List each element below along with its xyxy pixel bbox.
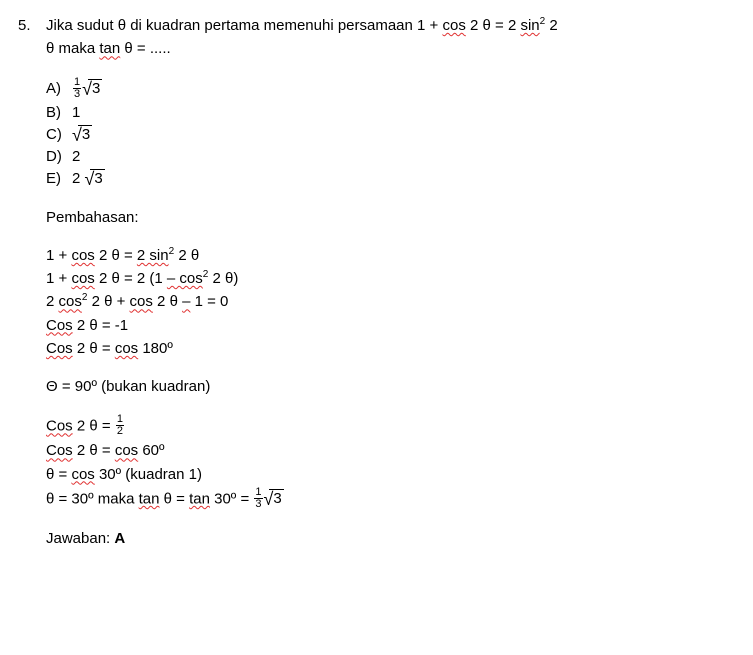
option-label: E)	[46, 169, 72, 189]
superscript: 2	[203, 269, 209, 280]
option-row: E)2 √3	[46, 169, 735, 189]
answer-label: Jawaban:	[46, 530, 114, 547]
working-line: Cos 2 θ = cos 60º	[46, 441, 735, 461]
working-line: Cos 2 θ = cos 180º	[46, 339, 735, 359]
option-row: B)1	[46, 103, 735, 123]
fraction: 13	[73, 77, 81, 100]
wavy-text: cos	[71, 270, 94, 287]
wavy-text: cos	[71, 466, 94, 483]
superscript: 2	[540, 16, 546, 27]
wavy-text: cos	[115, 442, 138, 459]
question-line-2: θ maka tan θ = .....	[46, 39, 735, 59]
fraction: 13	[254, 487, 262, 510]
wavy-text: Cos	[46, 442, 73, 459]
wavy-text: cos	[442, 17, 465, 34]
answer-value: A	[114, 530, 125, 547]
working-line: Θ = 90º (bukan kuadran)	[46, 377, 735, 397]
option-label: B)	[46, 103, 72, 123]
wavy-text: – cos	[167, 270, 203, 287]
wavy-text: Cos	[46, 317, 73, 334]
working-line: Cos 2 θ = -1	[46, 316, 735, 336]
option-row: C)√3	[46, 125, 735, 145]
option-label: A)	[46, 79, 72, 99]
superscript: 2	[169, 246, 175, 257]
option-row: D)2	[46, 147, 735, 167]
pembahasan-label: Pembahasan:	[46, 208, 735, 228]
sqrt: √3	[85, 169, 105, 189]
working-line: Cos 2 θ = 12	[46, 415, 735, 438]
option-label: D)	[46, 147, 72, 167]
fraction: 12	[116, 414, 124, 437]
wavy-text: Cos	[46, 418, 73, 435]
wavy-text: cos	[59, 293, 82, 310]
working-line: θ = 30º maka tan θ = tan 30º = 13√3	[46, 488, 735, 511]
options-list: A)13√3B)1C)√3D)2E)2 √3	[46, 78, 735, 190]
option-row: A)13√3	[46, 78, 735, 101]
question-number: 5.	[18, 16, 46, 549]
wavy-text: tan	[189, 490, 210, 507]
superscript: 2	[82, 292, 88, 303]
working-block-1: 1 + cos 2 θ = 2 sin2 2 θ1 + cos 2 θ = 2 …	[46, 246, 735, 359]
wavy-text: 2 sin	[137, 247, 169, 264]
sqrt: √3	[82, 79, 102, 99]
working-block-2: Θ = 90º (bukan kuadran)	[46, 377, 735, 397]
question-container: 5. Jika sudut θ di kuadran pertama memen…	[18, 16, 735, 549]
wavy-text: –	[182, 293, 190, 310]
wavy-text: Cos	[46, 340, 73, 357]
option-label: C)	[46, 125, 72, 145]
wavy-text: tan	[99, 40, 120, 57]
answer-line: Jawaban: A	[46, 529, 735, 549]
question-line-1: Jika sudut θ di kuadran pertama memenuhi…	[46, 16, 735, 36]
working-block-3: Cos 2 θ = 12 Cos 2 θ = cos 60º θ = cos 30º…	[46, 415, 735, 511]
wavy-text: cos	[130, 293, 153, 310]
working-line: θ = cos 30º (kuadran 1)	[46, 465, 735, 485]
working-line: 1 + cos 2 θ = 2 (1 – cos2 2 θ)	[46, 269, 735, 289]
wavy-text: sin	[520, 17, 539, 34]
wavy-text: cos	[71, 247, 94, 264]
sqrt: √3	[72, 125, 92, 145]
wavy-text: cos	[115, 340, 138, 357]
working-line: 1 + cos 2 θ = 2 sin2 2 θ	[46, 246, 735, 266]
sqrt: √3	[264, 489, 284, 509]
working-line: 2 cos2 2 θ + cos 2 θ – 1 = 0	[46, 292, 735, 312]
question-body: Jika sudut θ di kuadran pertama memenuhi…	[46, 16, 735, 549]
wavy-text: tan	[139, 490, 160, 507]
